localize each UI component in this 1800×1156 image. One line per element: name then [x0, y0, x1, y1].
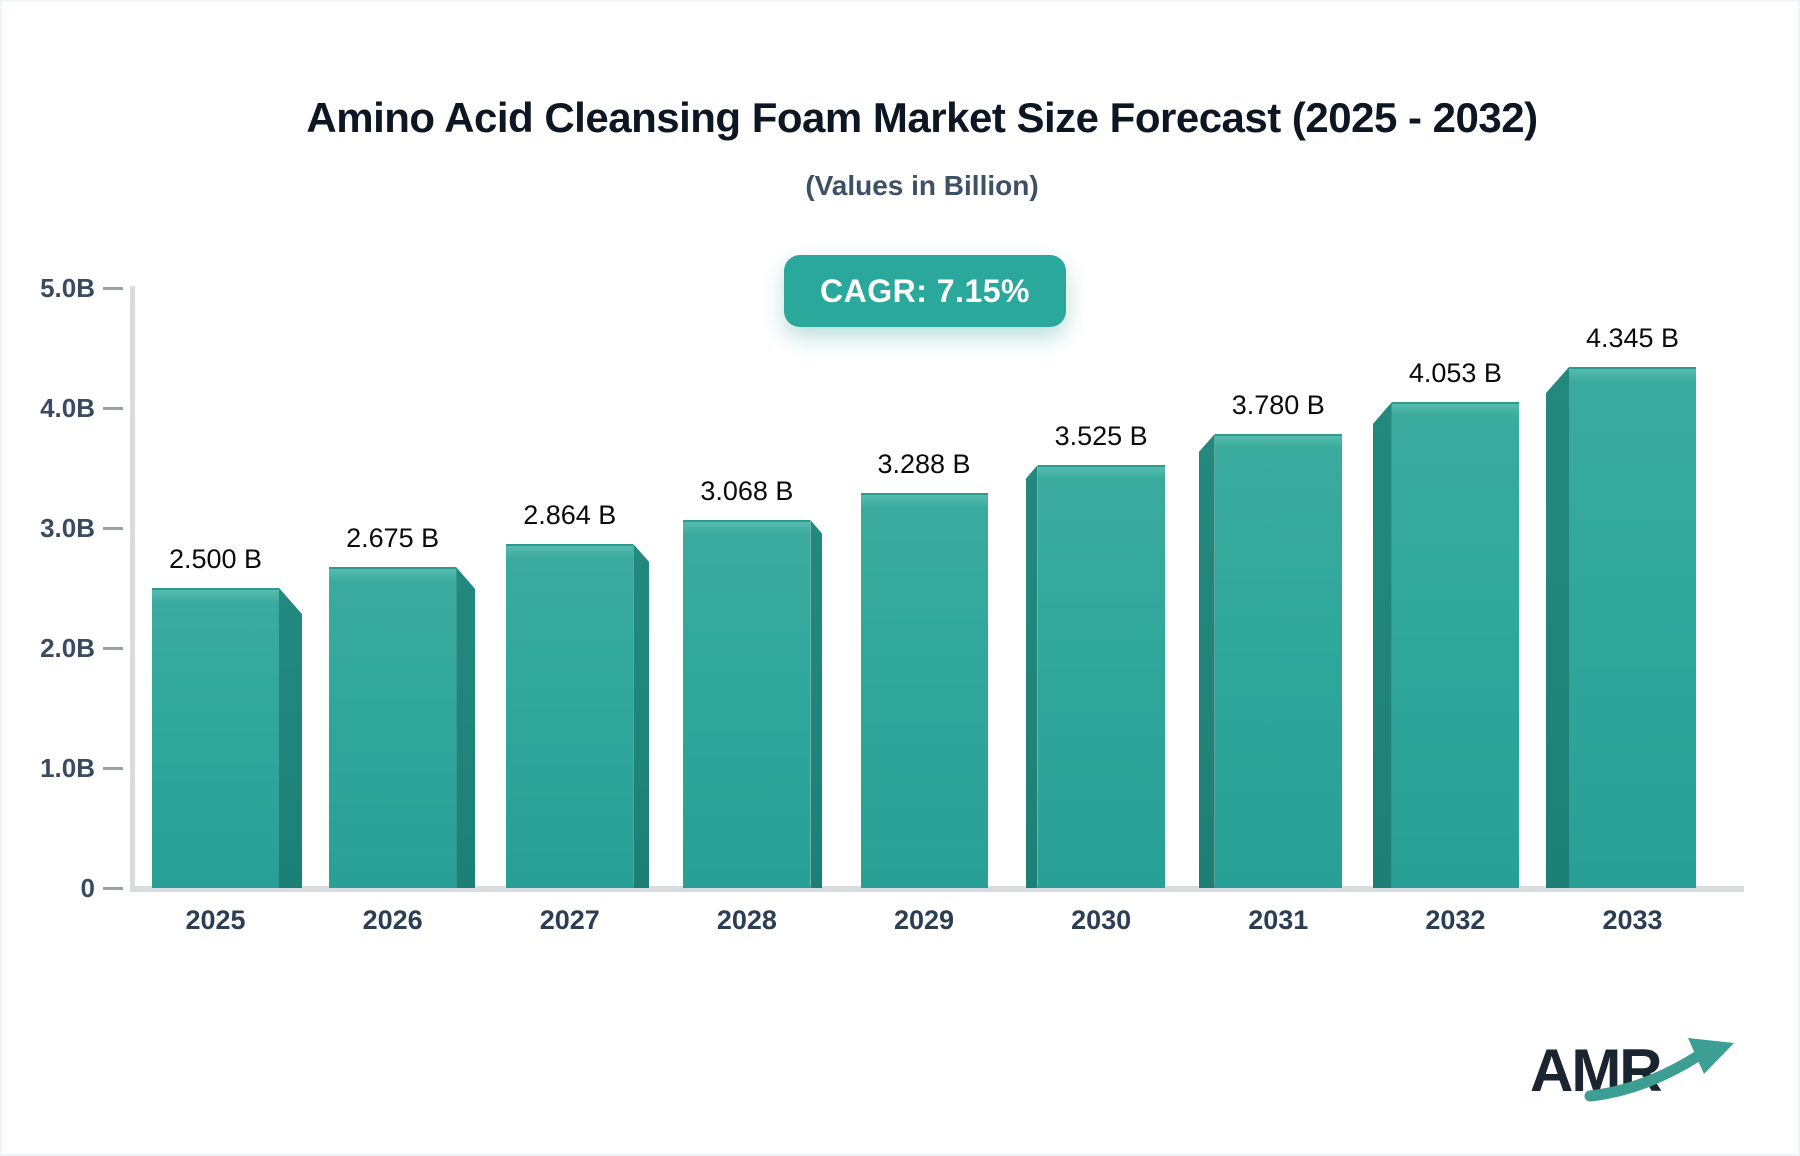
- bar-value-label-2025: 2.500 B: [168, 544, 263, 574]
- x-axis-label-2025: 2025: [185, 905, 246, 935]
- bar-value-label-2033: 4.345 B: [1585, 323, 1680, 353]
- bar-2028[interactable]: [683, 520, 811, 888]
- bar-value-label-2030: 3.525 B: [1054, 421, 1148, 451]
- bar-value-label-2027: 2.864 B: [523, 500, 617, 530]
- bar-side-2026: [456, 567, 476, 888]
- bar-side-2028: [810, 520, 823, 888]
- growth-arrow-icon: [1584, 1038, 1734, 1102]
- bar-2026[interactable]: [329, 567, 457, 888]
- x-axis-label-2026: 2026: [362, 905, 423, 935]
- y-tick-label-1.0B: 1.0B: [40, 753, 95, 783]
- bar-2033[interactable]: [1569, 367, 1696, 888]
- bar-2032[interactable]: [1391, 402, 1519, 888]
- y-tick-label-4.0B: 4.0B: [40, 393, 95, 423]
- bar-2030[interactable]: [1037, 465, 1165, 888]
- bar-value-label-2026: 2.675 B: [346, 523, 440, 553]
- y-axis-line: [130, 286, 135, 892]
- y-tick-mark-1.0B: [103, 766, 123, 770]
- y-tick-mark-4.0B: [103, 406, 123, 410]
- bar-value-label-2031: 3.780 B: [1231, 390, 1325, 420]
- y-tick-label-0: 0: [80, 873, 95, 903]
- bar-value-label-2032: 4.053 B: [1408, 358, 1502, 388]
- bar-side-2031: [1198, 434, 1215, 888]
- cagr-badge-label: CAGR: 7.15%: [820, 272, 1030, 309]
- y-tick-label-2.0B: 2.0B: [40, 633, 95, 663]
- chart-title: Amino Acid Cleansing Foam Market Size Fo…: [306, 94, 1538, 141]
- bar-side-2033: [1546, 367, 1569, 888]
- y-tick-label-3.0B: 3.0B: [40, 513, 95, 543]
- chart-subtitle: (Values in Billion): [805, 170, 1039, 201]
- bar-2027[interactable]: [506, 544, 634, 888]
- arrow-swoosh: [1584, 1050, 1704, 1102]
- y-tick-mark-3.0B: [103, 526, 123, 530]
- bar-side-2027: [633, 544, 650, 888]
- cagr-badge: CAGR: 7.15%: [784, 255, 1066, 327]
- y-tick-mark-2.0B: [103, 646, 123, 650]
- x-axis-label-2028: 2028: [716, 905, 777, 935]
- x-axis-label-2029: 2029: [893, 905, 955, 935]
- y-tick-mark-5.0B: [103, 286, 123, 290]
- x-axis-label-2033: 2033: [1602, 905, 1663, 935]
- arrow-head: [1688, 1038, 1734, 1074]
- x-axis-label-2031: 2031: [1248, 905, 1309, 935]
- x-axis-label-2032: 2032: [1425, 905, 1486, 935]
- x-axis-label-2027: 2027: [539, 905, 600, 935]
- amr-logo[interactable]: AMR: [1530, 1036, 1734, 1106]
- bar-2025[interactable]: [152, 588, 279, 888]
- bar-side-2030: [1025, 465, 1038, 888]
- x-axis-label-2030: 2030: [1071, 905, 1132, 935]
- bar-side-2025: [279, 588, 302, 888]
- y-tick-label-5.0B: 5.0B: [40, 273, 95, 303]
- x-axis-line: [130, 886, 1744, 892]
- bar-2031[interactable]: [1214, 434, 1342, 888]
- bar-value-label-2028: 3.068 B: [700, 476, 794, 506]
- bar-value-label-2029: 3.288 B: [877, 449, 971, 479]
- y-tick-mark-0: [103, 886, 123, 890]
- bar-2029[interactable]: [860, 493, 988, 888]
- bar-side-2032: [1372, 402, 1392, 888]
